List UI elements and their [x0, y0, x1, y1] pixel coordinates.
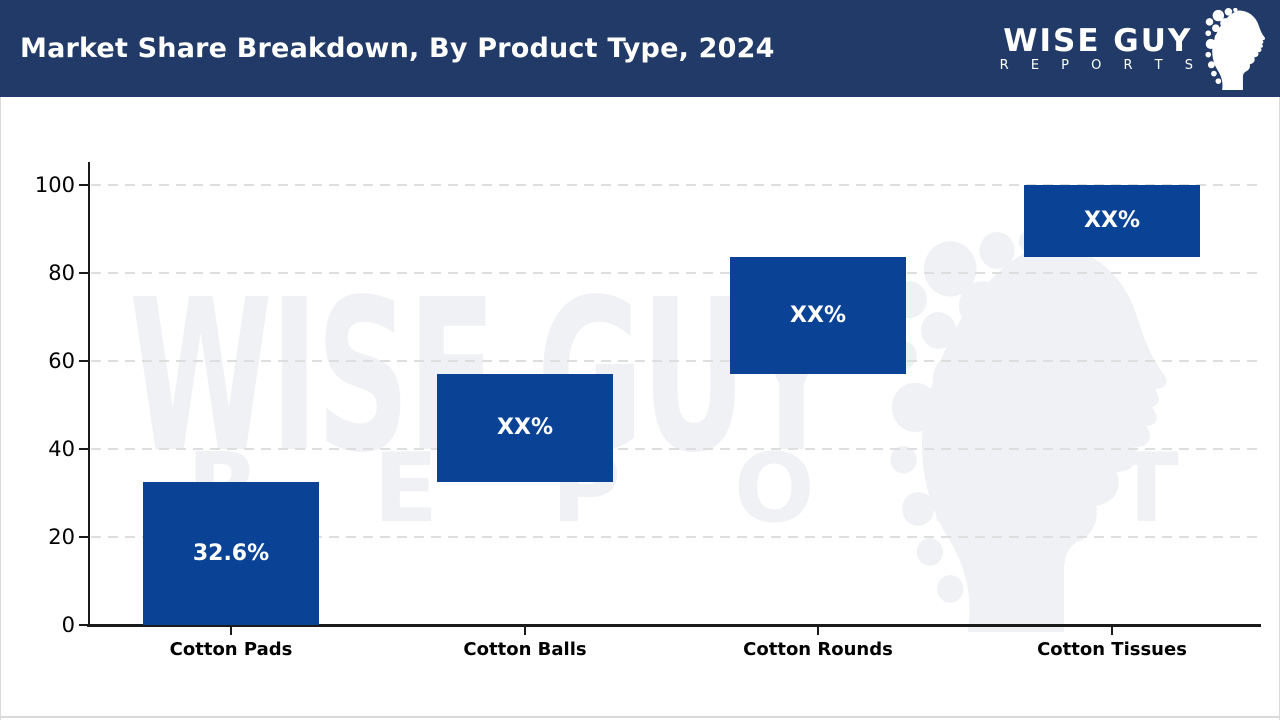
- bar-cotton-tissues: XX%: [1024, 185, 1200, 257]
- bar-value-label: 32.6%: [192, 540, 270, 566]
- x-category-label: Cotton Tissues: [1037, 639, 1187, 660]
- y-tick-label: 60: [48, 349, 75, 373]
- x-category-label: Cotton Balls: [463, 639, 587, 660]
- x-category-label: Cotton Rounds: [743, 639, 893, 660]
- gridline: [91, 360, 1261, 362]
- y-axis-line: [88, 162, 90, 627]
- page-title: Market Share Breakdown, By Product Type,…: [20, 33, 775, 64]
- x-tick-mark: [817, 626, 819, 635]
- brand-logo: WISE GUY R E P O R T S: [994, 8, 1268, 90]
- brand-logo-text: WISE GUY R E P O R T S: [994, 24, 1202, 74]
- y-tick-label: 20: [48, 525, 75, 549]
- bar-value-label: XX%: [790, 302, 846, 328]
- chart-area: WISE GUY R E P O R T S 0 20 40 60 80 100 32.6%…: [0, 97, 1280, 720]
- bottom-border: [0, 716, 1280, 718]
- y-tick-mark: [79, 448, 88, 450]
- gridline: [91, 536, 1261, 538]
- y-tick-label: 100: [34, 173, 75, 197]
- gridline: [91, 272, 1261, 274]
- y-tick-label: 80: [48, 261, 75, 285]
- x-category-label: Cotton Pads: [169, 639, 293, 660]
- gridline: [91, 448, 1261, 450]
- brand-wordmark: WISE GUY: [1003, 23, 1193, 59]
- bar-value-label: XX%: [497, 415, 553, 441]
- bar-value-label: XX%: [1084, 208, 1140, 234]
- header-bar: Market Share Breakdown, By Product Type,…: [0, 0, 1280, 97]
- x-axis-line: [87, 624, 1261, 627]
- y-tick-mark: [79, 536, 88, 538]
- brand-subtext: R E P O R T S: [999, 58, 1202, 73]
- gridline: [91, 184, 1261, 186]
- x-tick-mark: [230, 626, 232, 635]
- y-tick-mark: [79, 624, 88, 626]
- y-tick-label: 0: [61, 613, 75, 637]
- x-tick-mark: [1111, 626, 1113, 635]
- bar-cotton-rounds: XX%: [730, 256, 906, 375]
- y-tick-label: 40: [48, 437, 75, 461]
- y-tick-mark: [79, 272, 88, 274]
- y-tick-mark: [79, 184, 88, 186]
- x-tick-mark: [524, 626, 526, 635]
- bar-cotton-pads: 32.6%: [143, 481, 319, 625]
- y-tick-mark: [79, 360, 88, 362]
- bar-cotton-balls: XX%: [437, 374, 613, 482]
